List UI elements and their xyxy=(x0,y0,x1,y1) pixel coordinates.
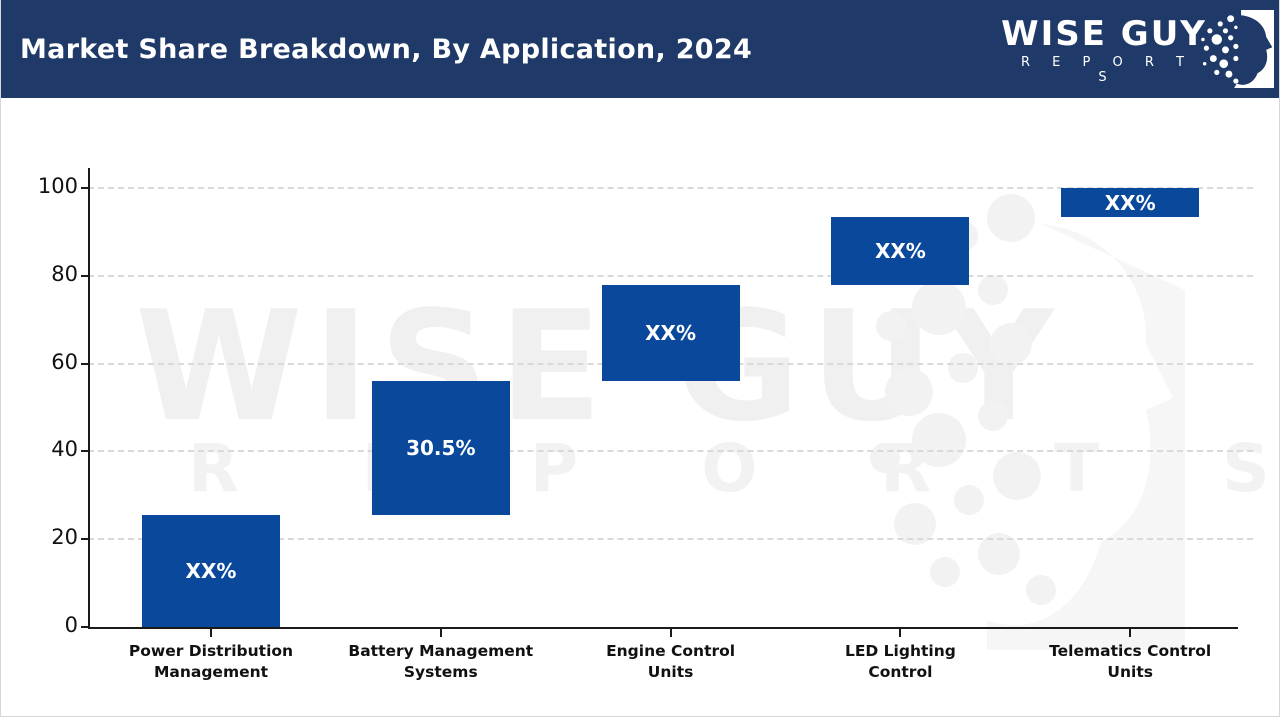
y-tick-mark xyxy=(81,187,90,189)
category-label: Battery Management Systems xyxy=(348,642,534,682)
y-axis-line xyxy=(88,168,90,629)
y-tick-label: 0 xyxy=(64,613,78,637)
y-tick-label: 60 xyxy=(51,349,78,374)
y-tick-label: 80 xyxy=(51,261,78,286)
y-tick-mark xyxy=(81,538,90,541)
category-label: Power Distribution Management xyxy=(128,642,294,682)
y-tick-mark xyxy=(81,450,90,453)
watermark-text-reports: R E P O R T S xyxy=(188,430,1280,507)
y-tick-mark xyxy=(81,626,90,628)
bar-3: XX% xyxy=(601,284,740,382)
bar-value-label: XX% xyxy=(874,238,926,263)
bar-value-label: XX% xyxy=(645,320,697,345)
x-tick-mark xyxy=(210,629,212,637)
y-tick-label: 40 xyxy=(51,437,78,462)
gridline xyxy=(88,450,1253,453)
category-label: Engine Control Units xyxy=(606,642,736,682)
x-tick-mark xyxy=(899,629,902,637)
y-tick-mark xyxy=(81,274,90,277)
bar-1: XX% xyxy=(142,515,280,627)
bar-value-label: 30.5% xyxy=(406,436,476,461)
category-label: LED Lighting Control xyxy=(844,642,956,682)
y-tick-mark xyxy=(81,362,90,365)
logo-text: WISE GUY R E P O R T S xyxy=(1000,14,1208,86)
x-tick-mark xyxy=(669,629,672,637)
bar-4: XX% xyxy=(831,217,970,285)
logo: WISE GUY R E P O R T S xyxy=(1000,0,1274,98)
y-tick-label: 20 xyxy=(51,525,78,550)
category-label: Telematics Control Units xyxy=(1049,642,1212,682)
logo-subtitle: R E P O R T S xyxy=(1021,55,1193,86)
gridline xyxy=(88,274,1253,277)
y-tick-label: 100 xyxy=(37,174,78,198)
chart-title: Market Share Breakdown, By Application, … xyxy=(20,33,753,65)
logo-head-icon xyxy=(1201,10,1274,88)
watermark-text: WISE GUY xyxy=(135,278,1064,455)
bar-value-label: XX% xyxy=(185,559,237,584)
gridline xyxy=(88,538,1253,541)
bar-2: 30.5% xyxy=(371,381,510,516)
x-tick-mark xyxy=(439,629,442,637)
x-tick-mark xyxy=(1129,629,1132,637)
x-axis-line xyxy=(88,627,1238,629)
gridline xyxy=(88,187,1253,189)
header: Market Share Breakdown, By Application, … xyxy=(0,0,1280,98)
bar-5: XX% xyxy=(1061,188,1200,218)
logo-wordmark: WISE GUY xyxy=(1001,14,1207,54)
bar-value-label: XX% xyxy=(1104,190,1156,215)
